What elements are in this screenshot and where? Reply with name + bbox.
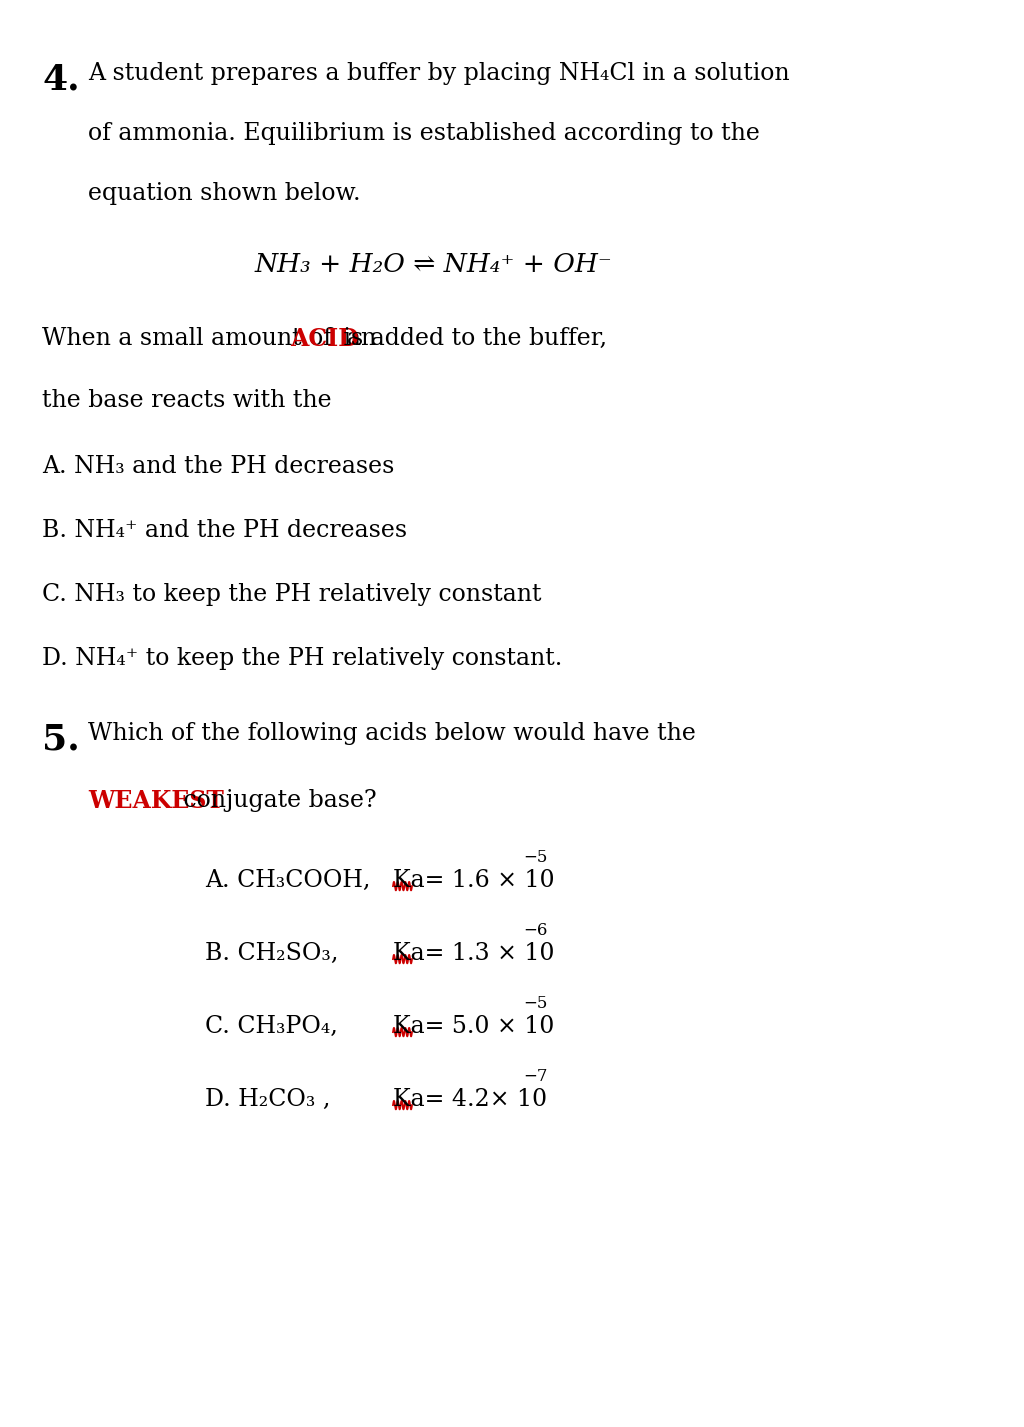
Text: D. H₂CO₃ ,: D. H₂CO₃ , [205,1087,331,1112]
Text: Ka= 1.3 × 10: Ka= 1.3 × 10 [393,942,555,965]
Text: −6: −6 [523,922,548,939]
Text: −5: −5 [523,849,548,866]
Text: NH₃ + H₂O ⇌ NH₄⁺ + OH⁻: NH₃ + H₂O ⇌ NH₄⁺ + OH⁻ [255,253,612,277]
Text: 4.: 4. [42,61,80,96]
Text: of ammonia. Equilibrium is established according to the: of ammonia. Equilibrium is established a… [88,121,760,146]
Text: B. NH₄⁺ and the PH decreases: B. NH₄⁺ and the PH decreases [42,519,408,542]
Text: Ka= 1.6 × 10: Ka= 1.6 × 10 [393,869,555,892]
Text: 5.: 5. [42,722,80,756]
Text: C. CH₃PO₄,: C. CH₃PO₄, [205,1015,338,1037]
Text: Ka= 4.2× 10: Ka= 4.2× 10 [393,1087,547,1112]
Text: −5: −5 [523,995,548,1012]
Text: is added to the buffer,: is added to the buffer, [337,327,607,350]
Text: A. NH₃ and the PH decreases: A. NH₃ and the PH decreases [42,455,394,478]
Text: C. NH₃ to keep the PH relatively constant: C. NH₃ to keep the PH relatively constan… [42,584,542,606]
Text: B. CH₂SO₃,: B. CH₂SO₃, [205,942,339,965]
Text: A. CH₃COOH,: A. CH₃COOH, [205,869,371,892]
Text: A student prepares a buffer by placing NH₄Cl in a solution: A student prepares a buffer by placing N… [88,61,790,86]
Text: conjugate base?: conjugate base? [176,789,377,812]
Text: Which of the following acids below would have the: Which of the following acids below would… [88,722,696,745]
Text: the base reacts with the: the base reacts with the [42,390,332,412]
Text: Ka= 5.0 × 10: Ka= 5.0 × 10 [393,1015,554,1037]
Text: D. NH₄⁺ to keep the PH relatively constant.: D. NH₄⁺ to keep the PH relatively consta… [42,646,562,671]
Text: −7: −7 [523,1067,548,1085]
Text: When a small amount of  an: When a small amount of an [42,327,384,350]
Text: ACID: ACID [291,327,359,351]
Text: WEAKEST: WEAKEST [88,789,224,813]
Text: equation shown below.: equation shown below. [88,183,360,205]
